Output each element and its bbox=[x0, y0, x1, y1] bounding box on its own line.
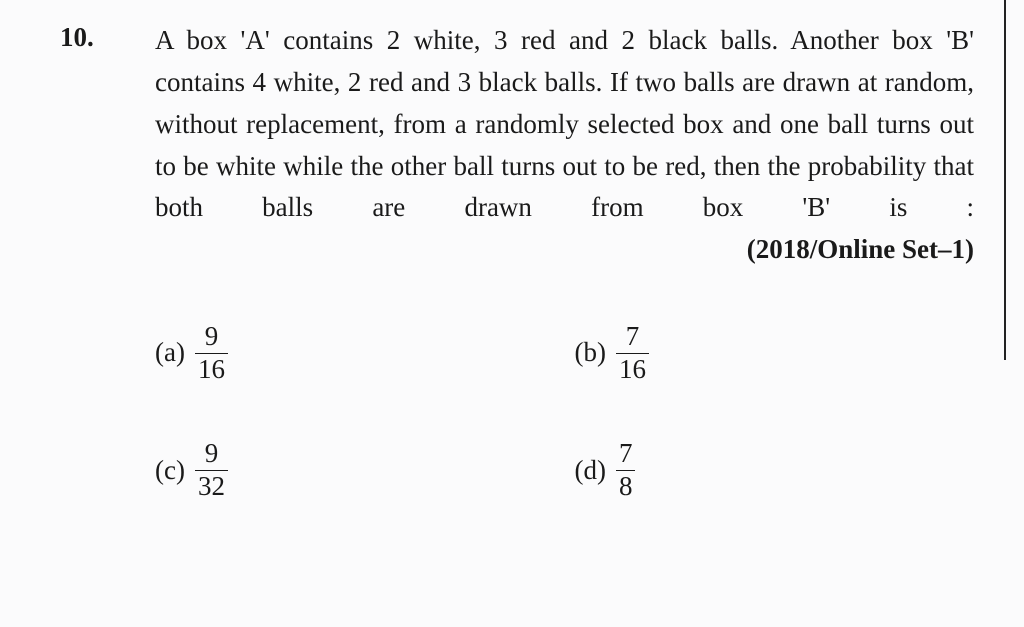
option-b-label: (b) bbox=[575, 332, 606, 374]
option-a-label: (a) bbox=[155, 332, 185, 374]
option-b: (b) 7 16 bbox=[575, 322, 975, 384]
option-c: (c) 9 32 bbox=[155, 439, 555, 501]
option-d-numerator: 7 bbox=[616, 439, 636, 470]
option-c-denominator: 32 bbox=[195, 470, 228, 502]
options-grid: (a) 9 16 (b) 7 16 (c) 9 32 bbox=[155, 322, 974, 502]
question-number: 10. bbox=[60, 20, 155, 53]
option-c-fraction: 9 32 bbox=[195, 439, 228, 501]
option-a-fraction: 9 16 bbox=[195, 322, 228, 384]
option-a-denominator: 16 bbox=[195, 353, 228, 385]
option-a: (a) 9 16 bbox=[155, 322, 555, 384]
option-a-numerator: 9 bbox=[202, 322, 222, 353]
question-container: 10. A box 'A' contains 2 white, 3 red an… bbox=[60, 20, 974, 502]
option-d: (d) 7 8 bbox=[575, 439, 975, 501]
option-c-numerator: 9 bbox=[202, 439, 222, 470]
page-divider-line bbox=[1004, 0, 1006, 360]
option-b-fraction: 7 16 bbox=[616, 322, 649, 384]
question-text: A box 'A' contains 2 white, 3 red and 2 … bbox=[155, 25, 974, 222]
option-d-fraction: 7 8 bbox=[616, 439, 636, 501]
option-d-denominator: 8 bbox=[616, 470, 636, 502]
option-d-label: (d) bbox=[575, 450, 606, 492]
question-body: A box 'A' contains 2 white, 3 red and 2 … bbox=[155, 20, 974, 502]
option-b-numerator: 7 bbox=[623, 322, 643, 353]
option-b-denominator: 16 bbox=[616, 353, 649, 385]
option-c-label: (c) bbox=[155, 450, 185, 492]
question-source: (2018/Online Set–1) bbox=[747, 229, 974, 271]
